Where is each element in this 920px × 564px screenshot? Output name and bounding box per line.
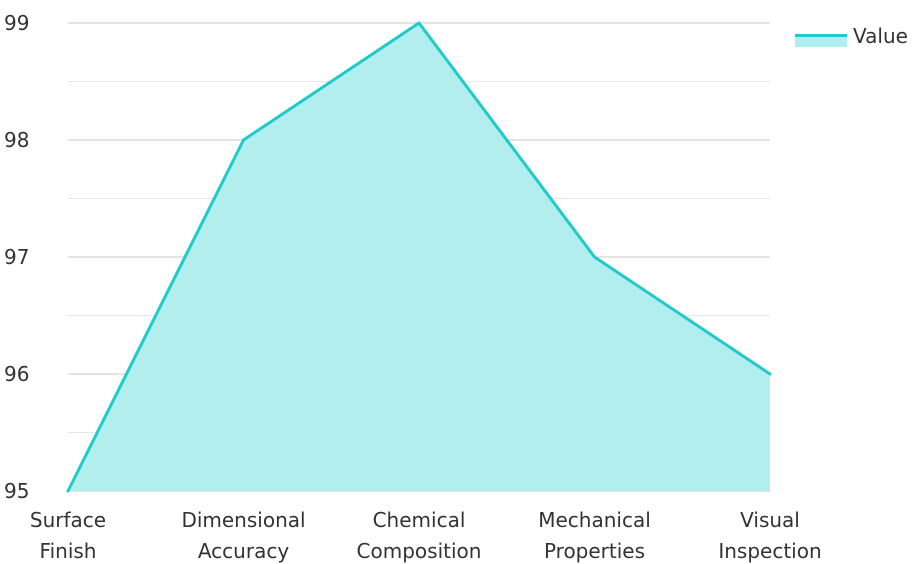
legend[interactable]: Value (795, 24, 908, 48)
data-point[interactable] (417, 21, 421, 25)
x-tick-label: Mechanical Properties (538, 508, 651, 563)
x-tick-label-line: Mechanical (538, 508, 651, 532)
y-tick-label: 97 (4, 245, 29, 269)
x-tick-label-line: Properties (544, 539, 645, 563)
x-tick-label-line: Surface (30, 508, 106, 532)
x-tick-label-line: Finish (40, 539, 97, 563)
x-tick-label: Dimensional Accuracy (181, 508, 305, 563)
data-point[interactable] (66, 489, 70, 493)
y-tick-label: 95 (4, 479, 29, 503)
data-point[interactable] (242, 138, 245, 142)
x-axis: Surface Finish Dimensional Accuracy Chemical… (30, 508, 822, 563)
y-tick-label: 98 (4, 128, 29, 152)
legend-swatch (795, 34, 847, 47)
x-tick-label-line: Inspection (718, 539, 821, 563)
x-tick-label: Visual Inspection (718, 508, 821, 563)
data-point[interactable] (593, 255, 596, 259)
legend-label: Value (853, 24, 908, 48)
x-tick-label-line: Visual (740, 508, 800, 532)
plot-area (66, 21, 772, 493)
x-tick-label-line: Dimensional (181, 508, 305, 532)
x-tick-label: Chemical Composition (357, 508, 482, 563)
x-tick-label: Surface Finish (30, 508, 106, 563)
data-point[interactable] (768, 372, 772, 376)
y-axis: 95 96 97 98 99 (4, 11, 29, 503)
x-tick-label-line: Chemical (373, 508, 466, 532)
x-tick-label-line: Composition (357, 539, 482, 563)
x-tick-label-line: Accuracy (198, 539, 289, 563)
y-tick-label: 96 (4, 362, 29, 386)
y-tick-label: 99 (4, 11, 29, 35)
